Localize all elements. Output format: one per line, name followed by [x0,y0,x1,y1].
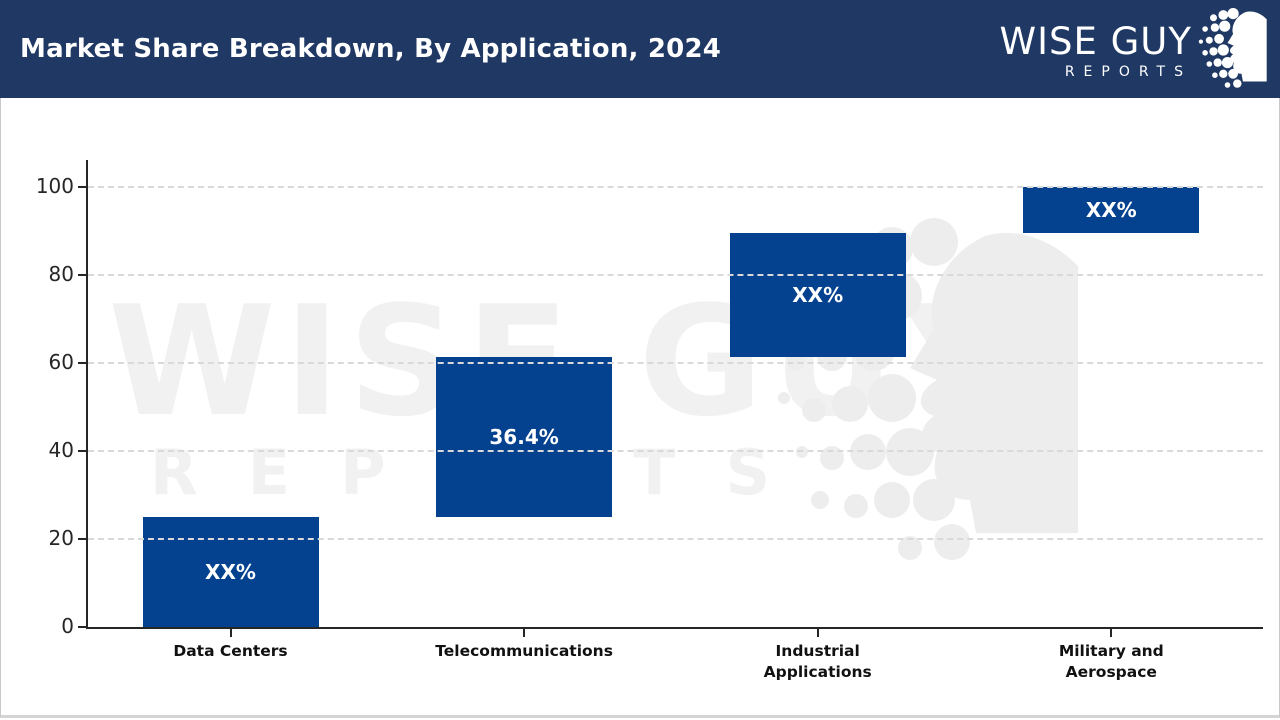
logo-text: WISE GUY REPORTS [999,19,1192,80]
x-tick-label: Data Centers [173,642,288,660]
x-tick [229,629,232,637]
gridline-100 [88,186,1263,188]
y-tick [78,626,88,628]
gridline-40 [88,450,1263,452]
y-tick-label: 40 [48,438,74,462]
x-axis-line [86,627,1263,629]
y-tick [78,450,88,452]
y-tick [78,186,88,188]
bar-value-label: XX% [792,282,844,307]
bar-data-centers: XX% [142,517,319,627]
y-tick-label: 20 [48,526,74,550]
y-tick-label: 80 [48,262,74,286]
x-tick [816,629,819,637]
gridline-20 [88,538,1263,540]
x-tick-label: Military and Aerospace [1058,642,1164,681]
bar-value-label: 36.4% [489,424,559,449]
logo-face-icon [1192,8,1270,92]
page-title: Market Share Breakdown, By Application, … [20,34,722,64]
y-axis-line [86,160,88,627]
x-tick [1110,629,1113,637]
bar-industrial-applications: XX% [729,232,906,357]
bar-value-label: XX% [1085,197,1137,222]
x-tick-label: Industrial Applications [763,642,872,681]
logo-reports-text: REPORTS [1064,63,1192,80]
bar-military-and-aerospace: XX% [1023,187,1200,233]
y-tick-label: 0 [61,614,74,638]
x-tick-label: Telecommunications [435,642,613,660]
y-tick-label: 100 [35,174,74,198]
y-tick [78,362,88,364]
x-tick [523,629,526,637]
bar-telecommunications: 36.4% [436,356,613,517]
y-tick-label: 60 [48,350,74,374]
gridline-80 [88,274,1263,276]
bar-value-label: XX% [205,560,256,584]
gridline-60 [88,362,1263,364]
y-tick [78,274,88,276]
logo-wordmark: WISE GUY [999,19,1192,63]
header-band: Market Share Breakdown, By Application, … [0,0,1280,98]
y-tick [78,538,88,540]
wise-guy-reports-logo: WISE GUY REPORTS [1000,7,1270,93]
